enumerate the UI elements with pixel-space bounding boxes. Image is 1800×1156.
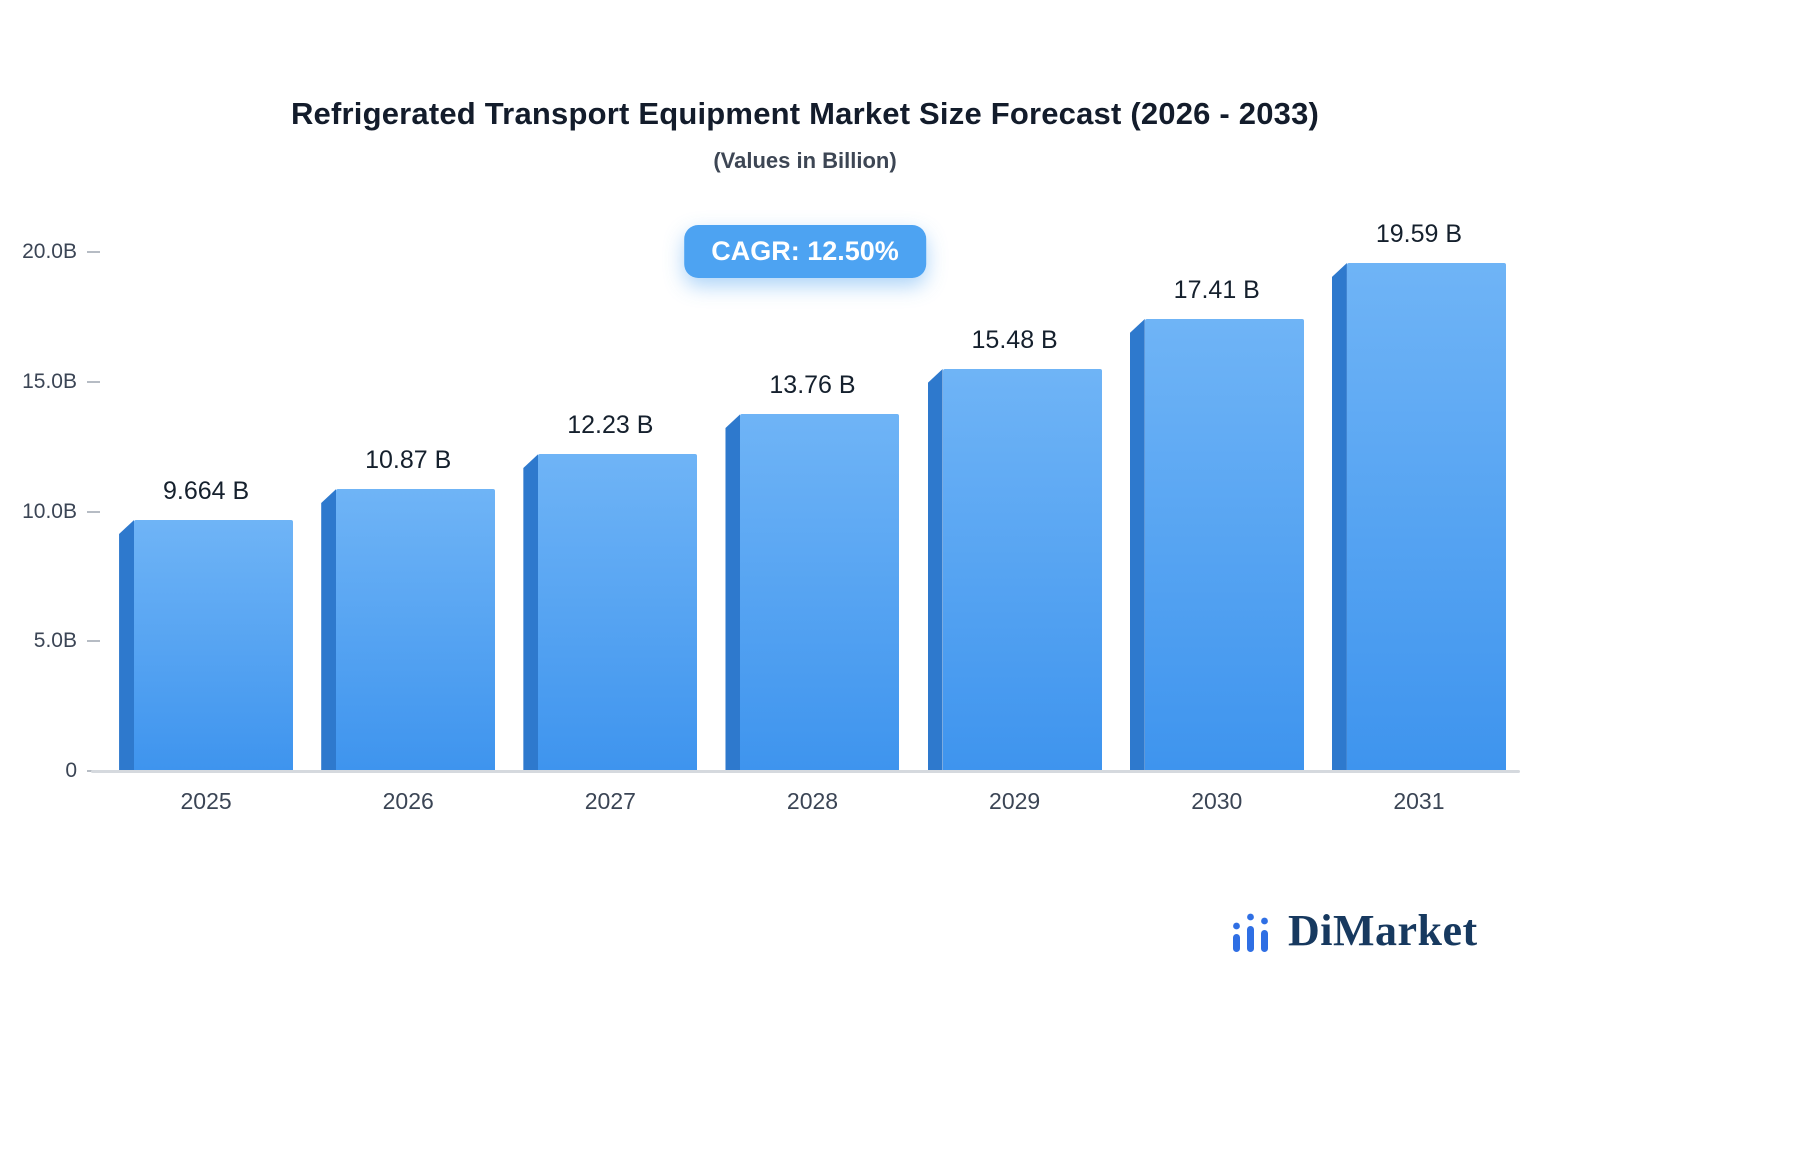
x-axis-labels: 2025 2026 2027 2028 2029 2030 2031 — [105, 788, 1520, 815]
x-axis-label: 2028 — [786, 788, 839, 814]
bar-group: 17.41 B — [1116, 252, 1318, 771]
x-axis-label: 2025 — [180, 788, 232, 814]
bar — [725, 414, 900, 771]
bar-value-label: 13.76 B — [769, 371, 856, 399]
x-axis-line — [91, 770, 1520, 773]
bar-side-face — [725, 414, 741, 771]
plot-area: 9.664 B 10.87 B 12.23 B 13.76 B 15.48 B 17.41… — [91, 220, 1520, 773]
bar-group: 19.59 B — [1318, 220, 1520, 771]
bar-front-face — [1144, 319, 1304, 771]
y-tick-mark — [87, 510, 100, 513]
y-axis-tick: 10.0B — [22, 500, 100, 524]
y-tick-mark — [87, 251, 100, 253]
bars: 9.664 B 10.87 B 12.23 B 13.76 B 15.48 B 17.41… — [105, 220, 1520, 771]
chart-title: Refrigerated Transport Equipment Market … — [290, 96, 1320, 131]
bar — [523, 454, 698, 771]
bar-front-face — [538, 454, 698, 771]
y-axis-tick: 15.0B — [22, 370, 100, 394]
bar-value-label: 19.59 B — [1375, 220, 1462, 248]
bar-value-label: 9.664 B — [162, 477, 250, 505]
bar-front-face — [740, 414, 900, 771]
y-axis-tick: 20.0B — [22, 240, 100, 264]
bar-group: 13.76 B — [711, 252, 913, 771]
cagr-badge: CAGR: 12.50% — [684, 225, 926, 278]
brand-logo: DiMarket — [1228, 905, 1478, 956]
bar-front-face — [134, 520, 294, 771]
bar-side-face — [523, 454, 539, 771]
bar — [321, 489, 496, 771]
y-axis-label: 0 — [65, 759, 77, 782]
y-axis-label: 20.0B — [22, 240, 77, 263]
bar-group: 15.48 B — [914, 252, 1116, 771]
y-tick-mark — [87, 380, 100, 383]
bar-value-label: 17.41 B — [1173, 276, 1260, 304]
bar-value-label: 10.87 B — [365, 446, 452, 474]
bar-front-face — [1346, 263, 1506, 771]
y-axis-label: 15.0B — [22, 369, 77, 393]
bar — [1331, 263, 1506, 771]
bar-chart-logo-icon — [1233, 913, 1268, 952]
y-axis: 20.0B 15.0B 10.0B 5.0B 0 — [0, 240, 100, 782]
bar — [119, 520, 294, 771]
bar-side-face — [119, 520, 135, 771]
bar-group: 9.664 B — [105, 252, 307, 771]
y-axis-label: 5.0B — [33, 629, 77, 653]
bar — [927, 369, 1102, 771]
y-axis-label: 10.0B — [22, 499, 77, 523]
x-axis-label: 2026 — [382, 788, 434, 814]
x-axis-label: 2030 — [1191, 788, 1243, 814]
bar-front-face — [336, 489, 496, 771]
y-tick-mark — [87, 640, 100, 643]
bar-group: 12.23 B — [509, 252, 711, 771]
x-axis-label: 2031 — [1393, 788, 1445, 814]
bar-front-face — [942, 369, 1102, 771]
bar-side-face — [1129, 319, 1145, 771]
bar-group: 10.87 B — [307, 252, 509, 771]
x-axis-label: 2029 — [989, 788, 1041, 814]
chart-subtitle: (Values in Billion) — [713, 148, 897, 173]
y-axis-tick: 5.0B — [34, 629, 100, 653]
bar-value-label: 12.23 B — [567, 411, 654, 439]
bar — [1129, 319, 1304, 771]
bar-side-face — [321, 489, 337, 771]
x-axis-label: 2027 — [584, 788, 636, 814]
brand-name: DiMarket — [1288, 906, 1478, 955]
bar-side-face — [927, 369, 943, 771]
bar-value-label: 15.48 B — [971, 326, 1058, 354]
bar-side-face — [1331, 263, 1347, 771]
